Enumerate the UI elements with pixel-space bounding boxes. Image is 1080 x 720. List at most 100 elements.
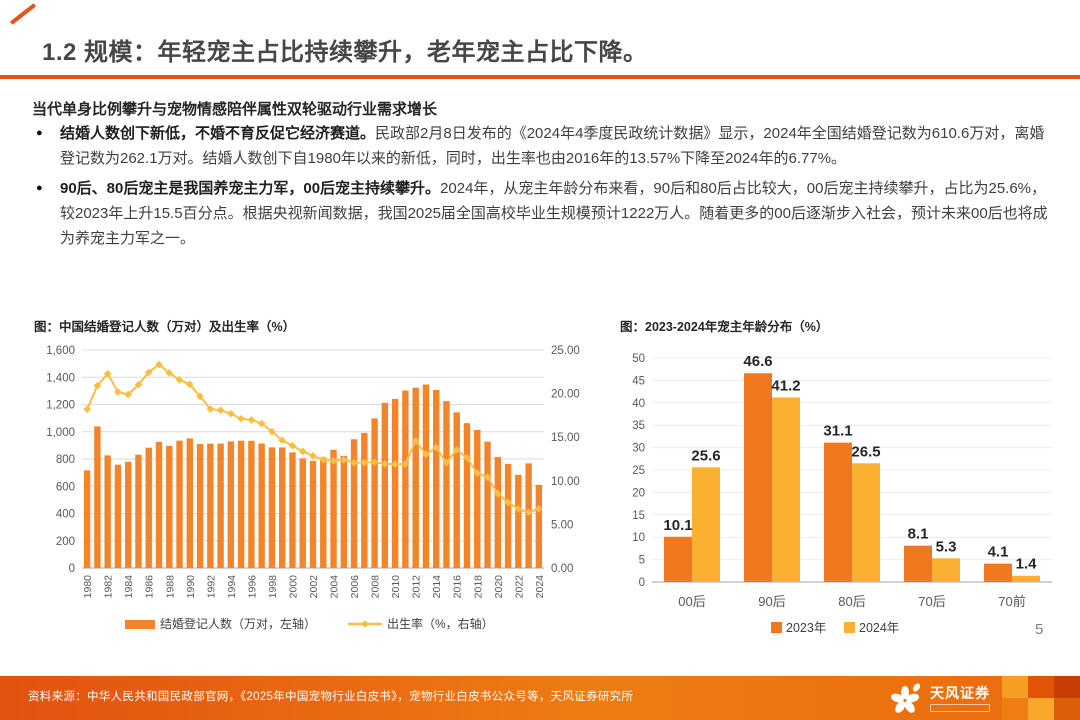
bar <box>474 429 481 568</box>
bar <box>104 455 111 568</box>
bar-2024 <box>932 558 960 582</box>
bar <box>330 449 337 568</box>
tianfeng-logo: 天风证券 <box>890 681 990 715</box>
bar-2023 <box>824 442 852 582</box>
line-marker <box>452 445 461 454</box>
bar <box>299 458 306 568</box>
source-text: 资料来源：中华人民共和国民政部官网，《2025年中国宠物行业白皮书》，宠物行业白… <box>28 691 634 703</box>
bar-value-2023: 4.1 <box>988 544 1009 561</box>
legend-swatch <box>771 622 782 633</box>
right-axis-tick: 0.00 <box>551 563 573 575</box>
bullet-item-marriage: ● 结婚人数创下新低，不婚不育反促它经济赛道。民政部2月8日发布的《2024年4… <box>34 121 1050 171</box>
bar <box>463 423 471 568</box>
bar <box>484 441 491 568</box>
bullet-lead: 90后、80后宠主是我国养宠主力军，00后宠主持续攀升。 <box>60 180 441 197</box>
bar <box>515 474 522 568</box>
bar <box>402 390 409 568</box>
bar-value-2024: 1.4 <box>1016 556 1038 573</box>
bullet-list: ● 结婚人数创下新低，不婚不育反促它经济赛道。民政部2月8日发布的《2024年4… <box>34 121 1050 256</box>
x-axis-tick: 1990 <box>185 575 197 599</box>
line-marker <box>144 368 153 377</box>
mosaic-square <box>1002 676 1028 698</box>
right-axis-tick: 10.00 <box>551 476 580 488</box>
line-marker <box>227 409 235 418</box>
bar <box>279 447 286 568</box>
line-marker <box>247 416 256 424</box>
line-marker <box>237 414 245 423</box>
x-axis-tick: 2000 <box>287 575 299 599</box>
bullet-item-pet-owners: ● 90后、80后宠主是我国养宠主力军，00后宠主持续攀升。2024年，从宠主年… <box>34 176 1050 251</box>
bar <box>350 439 358 568</box>
bar-2023 <box>904 545 932 582</box>
mosaic-square <box>1028 676 1054 698</box>
line-marker <box>206 405 215 413</box>
bar <box>227 441 235 568</box>
page-number: 5 <box>1035 621 1044 638</box>
bar <box>535 484 543 568</box>
left-axis-tick: 600 <box>56 481 75 493</box>
mosaic-square <box>1002 698 1028 720</box>
x-axis-tick: 2006 <box>349 575 361 599</box>
bar-value-2024: 25.6 <box>691 447 720 464</box>
x-axis-tick: 2022 <box>513 575 525 599</box>
bar <box>309 460 317 568</box>
line-marker <box>278 436 287 445</box>
bar <box>176 440 183 568</box>
x-axis-tick: 1986 <box>144 575 156 599</box>
left-axis-tick: 1,000 <box>46 427 75 439</box>
bar-value-2023: 46.6 <box>743 353 772 370</box>
x-axis-tick: 2010 <box>390 575 402 599</box>
x-axis-tick: 1998 <box>267 575 279 599</box>
bar <box>237 440 245 568</box>
mosaic-square <box>1028 698 1054 720</box>
line-marker <box>155 360 163 369</box>
logo-subtext-placeholder <box>930 703 990 712</box>
bar <box>114 464 122 568</box>
x-axis-tick: 1996 <box>246 575 258 599</box>
bar <box>320 457 327 568</box>
bar-value-2023: 8.1 <box>908 526 929 543</box>
y-axis-tick: 5 <box>639 555 645 567</box>
bar <box>94 426 101 568</box>
x-axis-tick: 1994 <box>226 575 238 599</box>
y-axis-tick: 15 <box>632 510 645 522</box>
y-axis-tick: 50 <box>632 353 645 365</box>
right-axis-tick: 15.00 <box>551 432 580 444</box>
bar-2023 <box>744 373 772 582</box>
bar-value-2023: 31.1 <box>823 423 852 440</box>
y-axis-tick: 20 <box>632 487 645 499</box>
x-axis-tick: 1982 <box>103 575 115 599</box>
bullet-lead: 结婚人数创下新低，不婚不育反促它经济赛道。 <box>60 125 376 142</box>
x-axis-tick: 1984 <box>123 575 135 599</box>
bar-value-2024: 5.3 <box>936 538 957 555</box>
category-label: 70前 <box>998 594 1025 609</box>
x-axis-tick: 2004 <box>329 575 341 599</box>
bar-2023 <box>664 536 692 582</box>
bar <box>166 445 173 568</box>
bullet-text: 民政部2月8日发布的《2024年4季度民政统计数据》显示，2024年全国结婚登记… <box>60 125 1045 167</box>
legend-label: 2023年 <box>786 621 826 635</box>
x-axis-tick: 1980 <box>82 575 94 599</box>
line-marker <box>391 460 399 469</box>
bar <box>186 438 193 568</box>
line-marker <box>473 469 482 478</box>
bullet-text: 2024年，从宠主年龄分布来看，90后和80后占比较大，00后宠主持续攀升，占比… <box>60 180 1048 247</box>
x-axis-tick: 2014 <box>431 575 443 599</box>
bar-value-2023: 10.1 <box>663 517 692 534</box>
bullet-dot: ● <box>36 182 43 194</box>
footer-bar: 资料来源：中华人民共和国民政部官网，《2025年中国宠物行业白皮书》，宠物行业白… <box>0 676 1080 720</box>
bar <box>196 444 204 568</box>
chart-left-title: 图：中国结婚登记人数（万对）及出生率（%） <box>34 320 296 334</box>
marriage-birthrate-combo-chart: 0 200 400 600 800 1,000 1,200 1,400 1,600 0.00 5.0… <box>46 345 580 631</box>
chart-right-title: 图：2023-2024年宠主年龄分布（%） <box>620 320 829 334</box>
x-axis-tick: 2024 <box>534 575 546 599</box>
bar <box>453 412 460 568</box>
bar <box>145 447 152 568</box>
chart-owner-age-distribution: 图：2023-2024年宠主年龄分布（%） 0 5 10 15 20 25 30 35 40 45… <box>616 316 1062 645</box>
bar <box>83 470 91 568</box>
bar <box>268 447 276 568</box>
left-axis-tick: 1,400 <box>46 372 75 384</box>
bar <box>412 387 419 568</box>
bar-2024 <box>692 467 720 582</box>
